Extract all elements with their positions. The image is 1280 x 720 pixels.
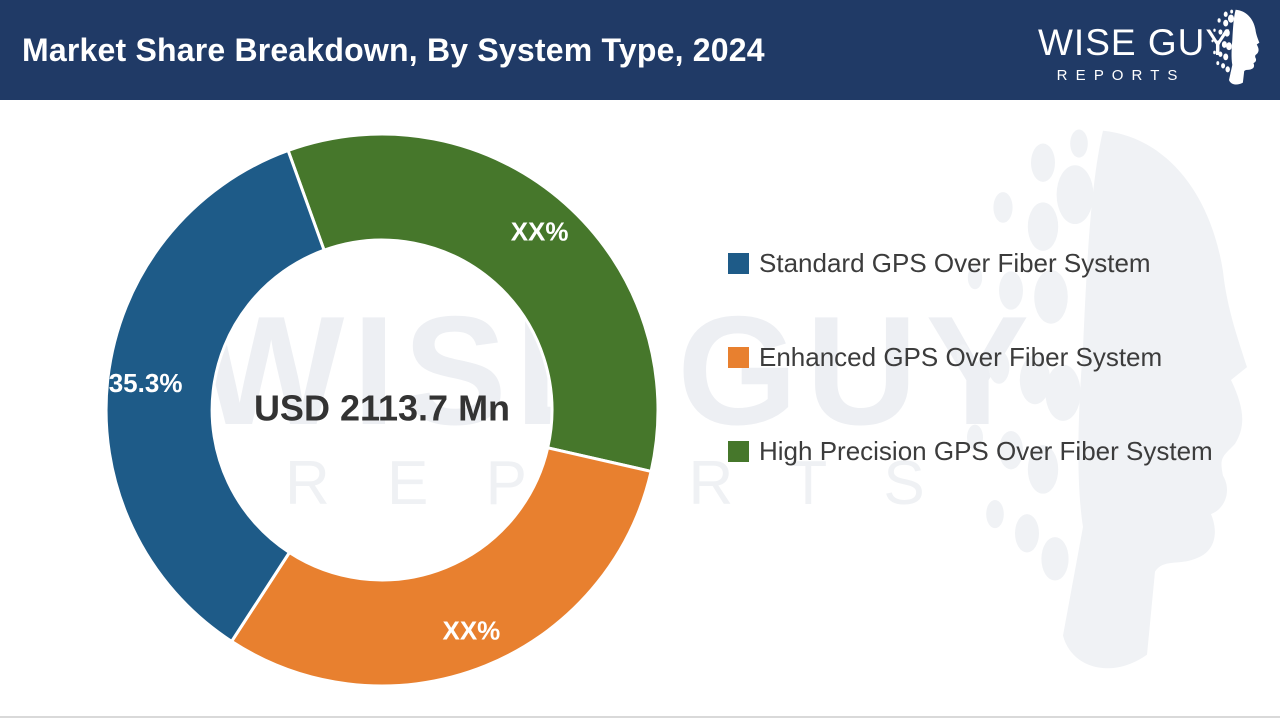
- donut-slice-3: [286, 132, 660, 473]
- donut-center-value: USD 2113.7 Mn: [254, 388, 510, 429]
- bottom-divider: [0, 716, 1280, 718]
- donut-chart: XX% XX% 35.3% USD 2113.7 Mn: [104, 132, 660, 688]
- brand-subtitle: R E P O R T S: [1056, 67, 1180, 84]
- chart-legend: Standard GPS Over Fiber System Enhanced …: [728, 248, 1213, 530]
- legend-swatch-high-precision-gps: [728, 441, 749, 462]
- brand-face-icon: [1211, 9, 1260, 85]
- brand-logo-text: WISE GUY R E P O R T S: [1038, 22, 1232, 84]
- donut-slice-2: [230, 446, 653, 688]
- slice-percentage-label-3: XX%: [511, 217, 569, 247]
- legend-item-high-precision-gps: High Precision GPS Over Fiber System: [728, 436, 1213, 467]
- legend-swatch-enhanced-gps: [728, 347, 749, 368]
- brand-name: WISE GUY: [1038, 22, 1232, 63]
- legend-item-standard-gps: Standard GPS Over Fiber System: [728, 248, 1213, 279]
- donut-slice-1: [104, 149, 326, 643]
- legend-label-standard-gps: Standard GPS Over Fiber System: [759, 248, 1151, 278]
- legend-swatch-standard-gps: [728, 253, 749, 274]
- legend-label-enhanced-gps: Enhanced GPS Over Fiber System: [759, 342, 1163, 372]
- legend-label-high-precision-gps: High Precision GPS Over Fiber System: [759, 436, 1213, 466]
- slice-percentage-label-2: XX%: [442, 616, 500, 646]
- legend-item-enhanced-gps: Enhanced GPS Over Fiber System: [728, 342, 1213, 373]
- brand-logo: WISE GUY R E P O R T S: [1016, 6, 1266, 94]
- page-title: Market Share Breakdown, By System Type, …: [22, 31, 765, 68]
- header-bar: Market Share Breakdown, By System Type, …: [0, 0, 1280, 100]
- slice-percentage-label-1: 35.3%: [109, 368, 183, 398]
